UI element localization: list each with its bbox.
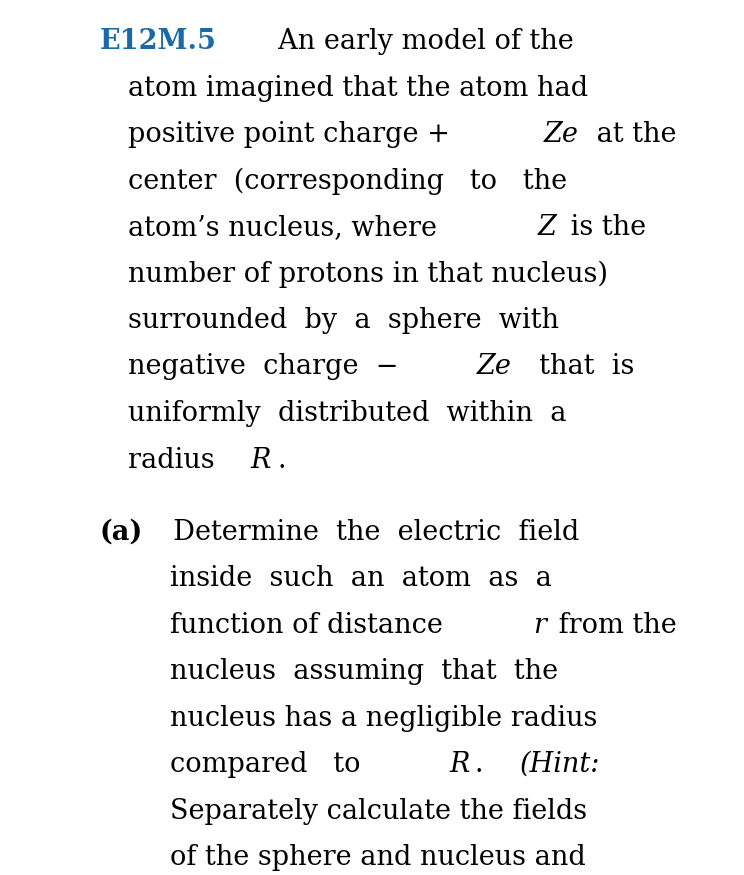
Text: number of protons in that nucleus): number of protons in that nucleus) <box>128 261 608 288</box>
Text: R: R <box>251 446 272 473</box>
Text: Ze: Ze <box>543 121 578 148</box>
Text: An early model of the: An early model of the <box>251 28 574 55</box>
Text: uniformly  distributed  within  a: uniformly distributed within a <box>128 400 566 427</box>
Text: (a): (a) <box>100 519 144 546</box>
Text: that  is: that is <box>522 354 635 381</box>
Text: inside  such  an  atom  as  a: inside such an atom as a <box>170 565 552 592</box>
Text: is the: is the <box>562 214 647 241</box>
Text: surrounded  by  a  sphere  with: surrounded by a sphere with <box>128 307 559 334</box>
Text: (Hint:: (Hint: <box>520 751 600 778</box>
Text: radius: radius <box>128 446 223 473</box>
Text: negative  charge  −: negative charge − <box>128 354 399 381</box>
Text: Ze: Ze <box>477 354 512 381</box>
Text: from the: from the <box>550 612 677 639</box>
Text: R: R <box>449 751 469 778</box>
Text: center  (corresponding   to   the: center (corresponding to the <box>128 167 567 195</box>
Text: r: r <box>533 612 546 639</box>
Text: nucleus has a negligible radius: nucleus has a negligible radius <box>170 704 597 731</box>
Text: atom’s nucleus, where: atom’s nucleus, where <box>128 214 446 241</box>
Text: Z: Z <box>538 214 557 241</box>
Text: nucleus  assuming  that  the: nucleus assuming that the <box>170 658 558 685</box>
Text: compared   to: compared to <box>170 751 386 778</box>
Text: positive point charge +: positive point charge + <box>128 121 450 148</box>
Text: function of distance: function of distance <box>170 612 452 639</box>
Text: at the: at the <box>589 121 677 148</box>
Text: Determine  the  electric  field: Determine the electric field <box>156 519 580 546</box>
Text: atom imagined that the atom had: atom imagined that the atom had <box>128 74 588 102</box>
Text: of the sphere and nucleus and: of the sphere and nucleus and <box>170 844 586 872</box>
Text: .: . <box>278 446 286 473</box>
Text: E12M.5: E12M.5 <box>100 28 217 55</box>
Text: Separately calculate the fields: Separately calculate the fields <box>170 798 587 824</box>
Text: .: . <box>475 751 510 778</box>
